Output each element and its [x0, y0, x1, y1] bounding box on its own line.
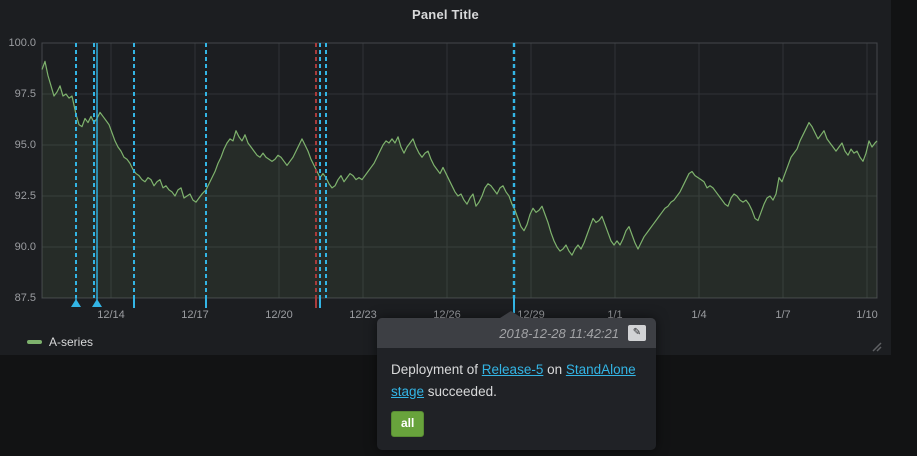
legend-item-a-series[interactable]: A-series [27, 335, 93, 349]
tooltip-body: Deployment of Release-5 on StandAlone st… [377, 348, 656, 451]
graph-panel: Panel Title 100.0 97.5 95.0 92.5 90.0 87.5 12… [0, 0, 891, 355]
annotation-text: on [543, 362, 566, 377]
time-series-chart [41, 42, 878, 313]
x-axis-tick-label: 1/10 [856, 309, 878, 321]
tooltip-header: 2018-12-28 11:42:21 ✎ [377, 318, 656, 348]
panel-title[interactable]: Panel Title [412, 7, 479, 22]
plot-border [41, 42, 878, 299]
y-axis-tick-label: 97.5 [14, 88, 36, 100]
x-axis-tick-label: 12/17 [181, 309, 209, 321]
y-axis-tick-label: 95.0 [14, 139, 36, 151]
annotation-marker-icon[interactable] [71, 299, 81, 307]
annotation-tag[interactable]: all [391, 411, 425, 438]
y-axis-tick-label: 87.5 [14, 292, 36, 304]
series-label: A-series [49, 335, 94, 349]
annotation-timestamp: 2018-12-28 11:42:21 [499, 325, 619, 341]
annotation-tags: all [391, 402, 642, 438]
series-color-swatch[interactable] [27, 340, 42, 344]
pencil-icon: ✎ [632, 327, 642, 338]
annotation-marker-icon[interactable] [92, 299, 102, 307]
panel-resize-handle[interactable] [870, 340, 882, 352]
x-axis-tick-label: 1/7 [775, 309, 791, 321]
annotation-text: Deployment of [391, 362, 482, 377]
annotation-message: Deployment of Release-5 on StandAlone st… [391, 359, 642, 402]
edit-annotation-button[interactable]: ✎ [628, 325, 646, 341]
annotation-link[interactable]: StandAlone stage [391, 362, 636, 399]
annotation-text: succeeded. [424, 383, 497, 399]
annotation-link[interactable]: Release-5 [481, 362, 544, 377]
y-axis-tick-label: 90.0 [14, 241, 36, 253]
y-axis-tick-label: 100.0 [8, 37, 36, 49]
series-line[interactable] [41, 60, 878, 256]
y-axis-tick-label: 92.5 [14, 190, 36, 202]
series-area [42, 61, 877, 298]
x-axis-tick-label: 12/20 [265, 309, 293, 321]
x-axis-tick-label: 1/4 [691, 309, 707, 321]
annotation-tooltip: 2018-12-28 11:42:21 ✎ Deployment of Rele… [377, 311, 656, 451]
x-axis-tick-label: 12/23 [349, 309, 377, 321]
x-axis-tick-label: 12/14 [97, 309, 125, 321]
tooltip-arrow [500, 311, 522, 318]
